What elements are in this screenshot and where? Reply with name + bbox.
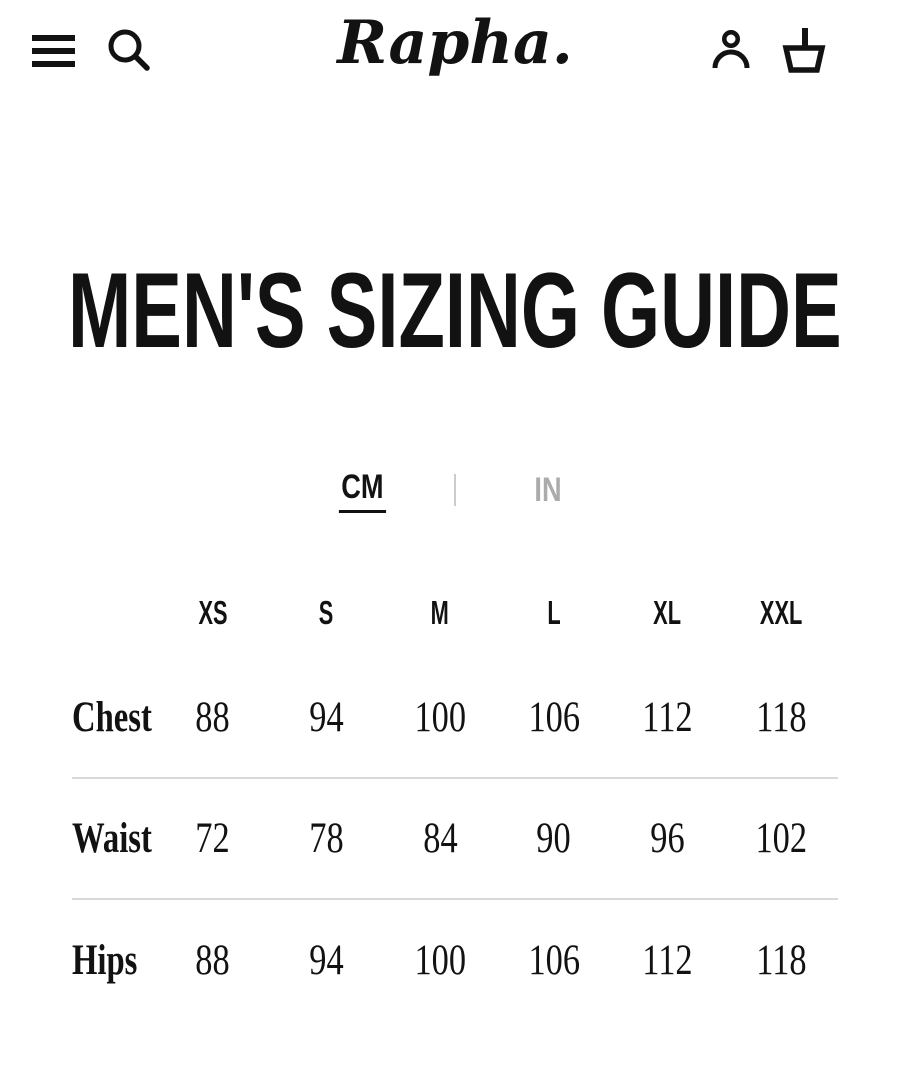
size-header-s: S [319,594,334,631]
sizing-table: XS S M L XL XXL Chest 88 94 100 106 112 … [72,568,838,1021]
chest-m-value: 100 [414,694,466,741]
page-title: MEN'S SIZING GUIDE [68,250,842,370]
hamburger-icon [32,35,76,68]
size-header-l: L [547,594,561,631]
unit-in-label: IN [533,470,562,509]
table-row-waist: Waist 72 78 84 90 96 102 [72,779,838,900]
chest-xxl-value: 118 [755,694,807,741]
chest-xs-value: 88 [195,694,231,741]
size-header-row: XS S M L XL XXL [72,568,838,658]
waist-m-value: 84 [422,815,458,862]
size-header-xs: XS [198,594,228,631]
waist-xxl-value: 102 [755,815,807,862]
waist-l-value: 90 [536,815,572,862]
hips-m-value: 100 [414,937,466,984]
unit-toggle-divider [454,474,456,506]
row-label: Hips [72,937,138,984]
hips-l-value: 106 [528,937,580,984]
site-header: Rapha. [0,0,910,100]
account-button[interactable] [707,25,755,75]
basket-button[interactable] [782,28,826,74]
search-icon [106,27,151,72]
waist-s-value: 78 [309,815,344,862]
chest-s-value: 94 [309,694,344,741]
hips-xs-value: 88 [195,937,231,984]
basket-icon [782,28,826,74]
row-label: Chest [72,694,152,741]
unit-toggle: CM IN [0,468,910,513]
size-header-m: M [431,594,450,631]
table-row-hips: Hips 88 94 100 106 112 118 [72,900,838,1021]
hips-xl-value: 112 [642,937,693,984]
row-label: Waist [72,815,152,862]
size-header-xxl: XXL [759,594,803,631]
waist-xs-value: 72 [195,815,231,862]
unit-cm-tab[interactable]: CM [271,468,454,513]
size-header-xl: XL [653,594,682,631]
hips-xxl-value: 118 [755,937,807,984]
hips-s-value: 94 [309,937,344,984]
chest-xl-value: 112 [642,694,693,741]
unit-cm-label: CM [338,468,387,513]
search-button[interactable] [106,27,151,72]
waist-xl-value: 96 [650,815,685,862]
table-row-chest: Chest 88 94 100 106 112 118 [72,658,838,779]
rapha-logo[interactable]: Rapha. [337,8,573,78]
menu-button[interactable] [32,35,76,68]
account-icon [707,25,755,75]
unit-in-tab[interactable]: IN [456,471,639,510]
chest-l-value: 106 [528,694,580,741]
